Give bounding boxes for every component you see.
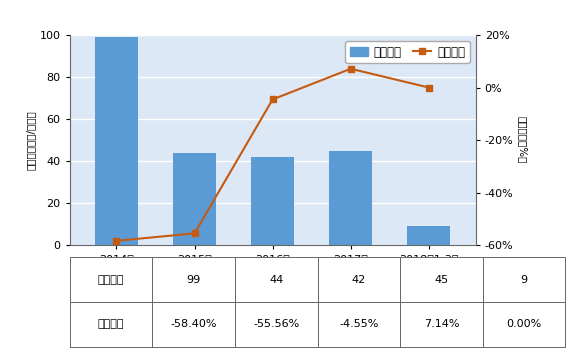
Text: -4.55%: -4.55%	[339, 319, 379, 329]
Text: 44: 44	[269, 274, 284, 285]
Y-axis label: 同比增长（%）: 同比增长（%）	[517, 116, 528, 164]
FancyBboxPatch shape	[152, 302, 235, 346]
FancyBboxPatch shape	[483, 257, 566, 302]
Bar	[407, 226, 450, 245]
Text: -55.56%: -55.56%	[253, 319, 299, 329]
FancyBboxPatch shape	[235, 302, 317, 346]
Bar	[173, 153, 216, 245]
Bar	[329, 150, 372, 245]
Text: -58.40%: -58.40%	[171, 319, 217, 329]
FancyBboxPatch shape	[317, 257, 400, 302]
Text: 进口数量: 进口数量	[97, 274, 124, 285]
Text: 7.14%: 7.14%	[424, 319, 459, 329]
Text: 9: 9	[521, 274, 528, 285]
FancyBboxPatch shape	[317, 302, 400, 346]
FancyBboxPatch shape	[152, 257, 235, 302]
FancyBboxPatch shape	[400, 302, 483, 346]
Bar	[251, 157, 294, 245]
Y-axis label: 进口数量（台/千克）: 进口数量（台/千克）	[26, 110, 35, 170]
FancyBboxPatch shape	[70, 257, 152, 302]
FancyBboxPatch shape	[235, 257, 317, 302]
FancyBboxPatch shape	[70, 302, 152, 346]
Bar	[95, 37, 138, 245]
Text: 42: 42	[351, 274, 366, 285]
Text: 99: 99	[186, 274, 201, 285]
FancyBboxPatch shape	[400, 257, 483, 302]
Text: 0.00%: 0.00%	[506, 319, 542, 329]
Legend: 进口数量, 同比增长: 进口数量, 同比增长	[345, 41, 470, 63]
Text: 45: 45	[434, 274, 448, 285]
FancyBboxPatch shape	[483, 302, 566, 346]
Text: 同比增长: 同比增长	[97, 319, 124, 329]
